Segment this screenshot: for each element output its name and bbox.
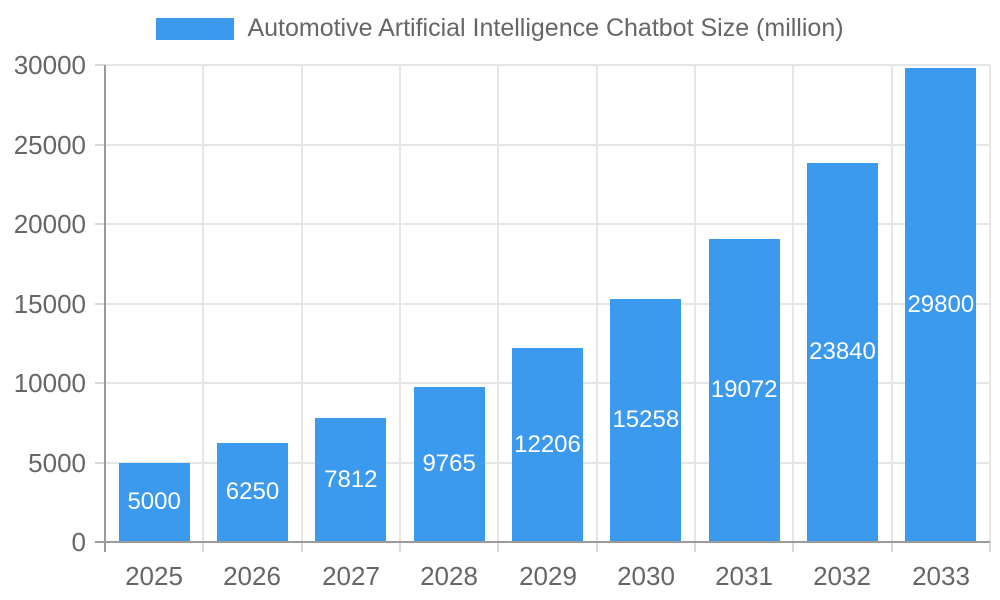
bar-value-label: 23840 [809, 338, 876, 365]
bar-value-label: 15258 [612, 406, 680, 433]
y-axis-tick-label: 20000 [13, 209, 86, 239]
bar-value-label: 6250 [225, 478, 280, 505]
bar-value-label: 5000 [127, 488, 181, 515]
y-axis-tick-label: 25000 [13, 130, 86, 160]
legend-swatch [156, 17, 235, 40]
bar-2032[interactable]: 23840 [807, 163, 878, 541]
bar-2025[interactable]: 5000 [118, 463, 190, 541]
x-axis-tick-label: 2030 [617, 561, 675, 591]
x-axis-tick-label: 2027 [322, 561, 380, 591]
y-axis-tick-label: 30000 [13, 50, 86, 80]
bar-value-label: 29800 [907, 290, 975, 318]
bar-value-label: 12206 [514, 430, 581, 458]
x-axis-tick-label: 2028 [420, 561, 478, 591]
x-axis-tick-label: 2029 [519, 561, 577, 591]
y-axis-tick-label: 15000 [13, 289, 86, 319]
legend[interactable]: Automotive Artificial Intelligence Chatb… [0, 14, 1000, 43]
bar-2030[interactable]: 15258 [610, 299, 682, 541]
bar-2029[interactable]: 12206 [512, 348, 583, 541]
bar-2033[interactable]: 29800 [905, 68, 977, 541]
x-axis-tick-label: 2033 [912, 561, 970, 591]
x-axis-tick-label: 2025 [125, 561, 183, 591]
x-axis-tick-label: 2032 [813, 561, 871, 591]
x-axis-tick-label: 2031 [715, 561, 773, 591]
legend-label: Automotive Artificial Intelligence Chatb… [247, 14, 844, 42]
y-axis-tick-label: 0 [71, 527, 86, 557]
bar-2027[interactable]: 7812 [315, 418, 387, 541]
x-axis-tick-label: 2026 [223, 561, 281, 591]
bar-2031[interactable]: 19072 [708, 239, 780, 541]
bar-value-label: 7812 [324, 465, 378, 493]
bar-value-label: 9765 [422, 450, 476, 477]
bar-2026[interactable]: 6250 [217, 443, 288, 541]
y-axis-tick-label: 10000 [13, 368, 86, 398]
bar-value-label: 19072 [710, 376, 778, 403]
bar-2028[interactable]: 9765 [413, 387, 485, 541]
y-axis-tick-label: 5000 [28, 448, 86, 478]
